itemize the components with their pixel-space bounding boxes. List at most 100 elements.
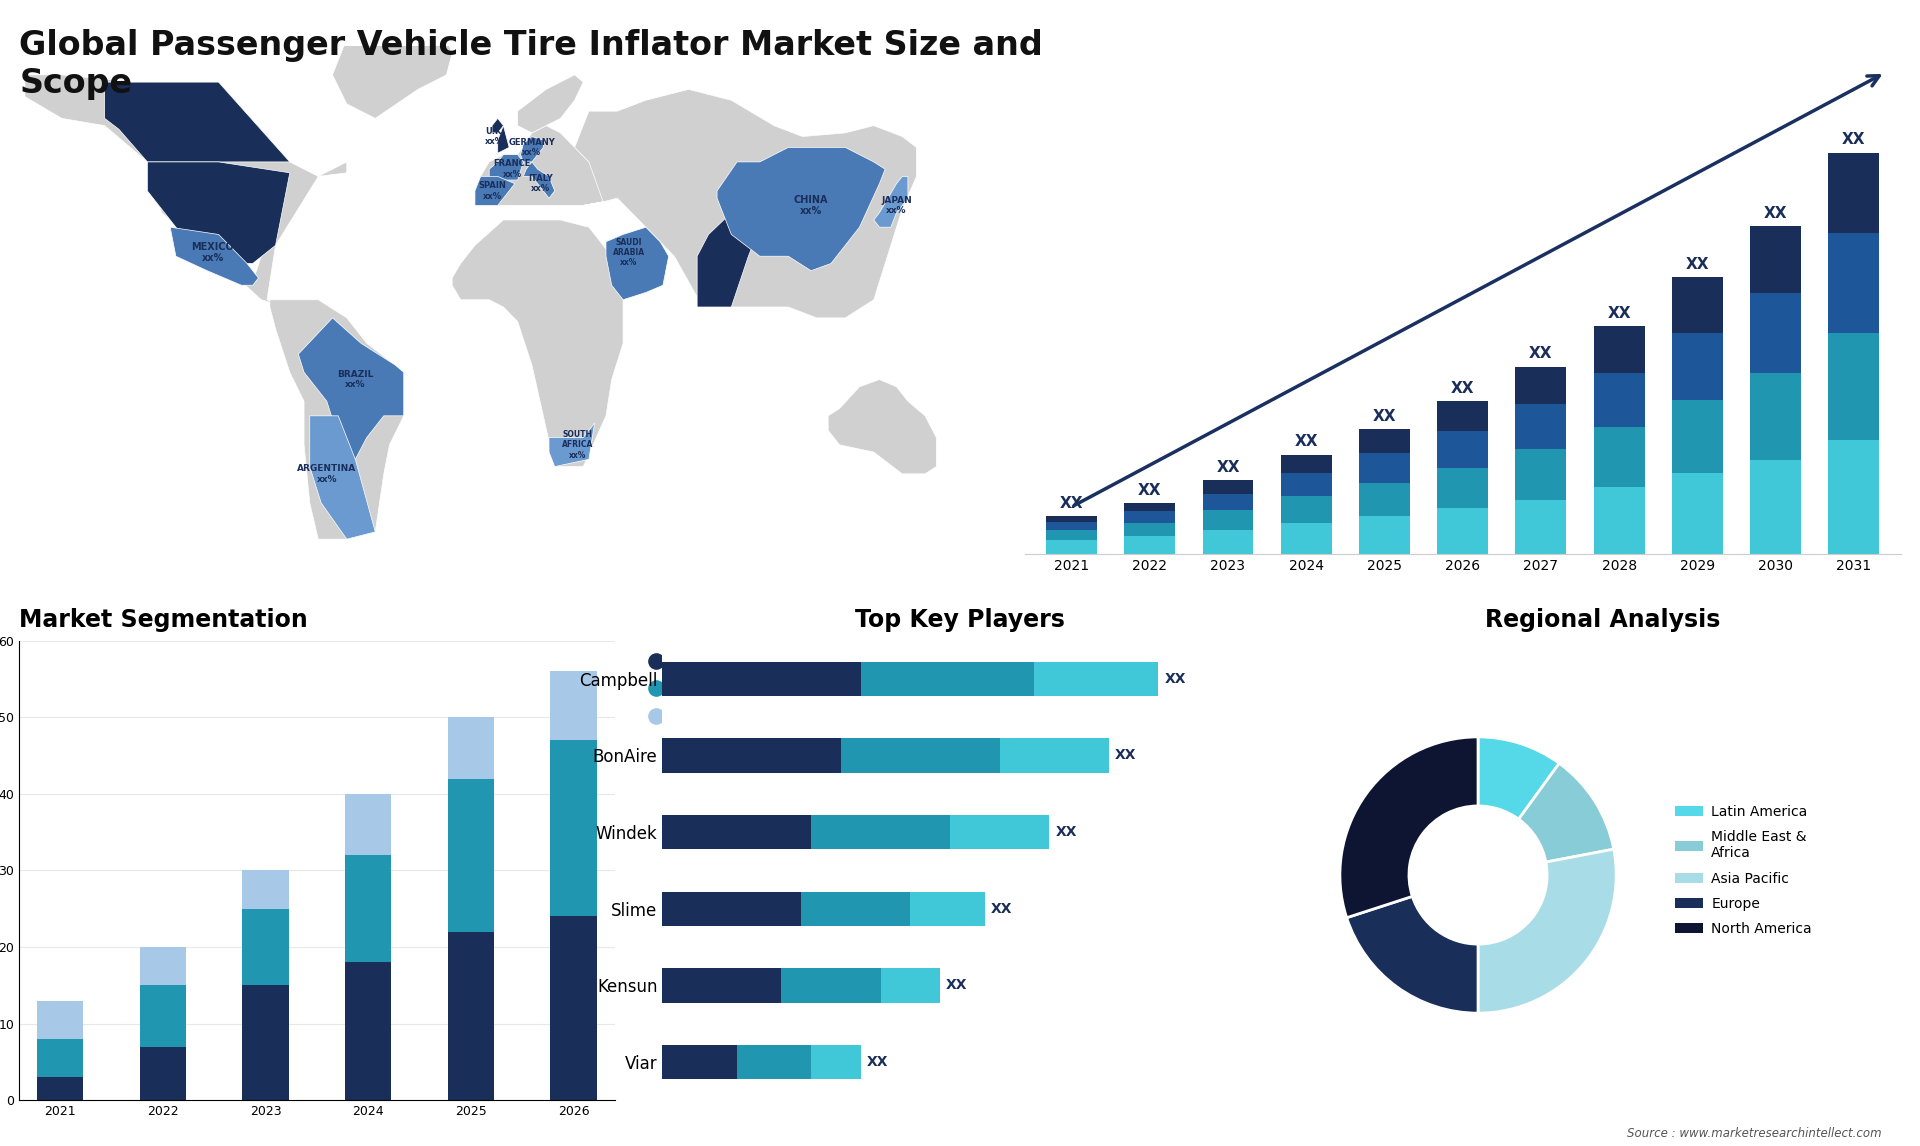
Bar <box>36 1077 83 1100</box>
Text: XX: XX <box>1294 434 1317 449</box>
Text: MARKET
RESEARCH
INTELLECT: MARKET RESEARCH INTELLECT <box>1757 60 1820 94</box>
Bar <box>1438 401 1488 431</box>
Title: Regional Analysis: Regional Analysis <box>1486 607 1720 631</box>
Bar <box>841 738 1000 772</box>
Polygon shape <box>520 136 543 162</box>
Bar <box>140 986 186 1046</box>
Text: XX: XX <box>1060 496 1083 511</box>
Text: MEXICO
xx%: MEXICO xx% <box>192 242 234 264</box>
Polygon shape <box>171 227 259 285</box>
Bar <box>1828 152 1880 233</box>
Bar <box>551 917 597 1100</box>
Text: XX: XX <box>1215 460 1240 474</box>
Bar <box>1202 480 1254 494</box>
Polygon shape <box>549 423 595 466</box>
Bar <box>1438 468 1488 508</box>
Polygon shape <box>607 227 668 300</box>
Polygon shape <box>106 83 290 162</box>
Bar <box>1281 523 1332 554</box>
Polygon shape <box>490 155 524 180</box>
Bar <box>1594 426 1645 487</box>
Polygon shape <box>271 300 403 539</box>
Text: ITALY
xx%: ITALY xx% <box>528 174 553 194</box>
Bar <box>140 1046 186 1100</box>
Bar <box>1281 496 1332 523</box>
Bar <box>1515 405 1567 449</box>
Bar <box>662 738 841 772</box>
Bar <box>1594 374 1645 426</box>
Bar <box>346 963 392 1100</box>
Polygon shape <box>474 126 612 205</box>
Polygon shape <box>492 118 503 133</box>
Bar <box>447 778 493 932</box>
Bar <box>1515 500 1567 554</box>
Text: XX: XX <box>1607 306 1630 321</box>
Text: JAPAN
xx%: JAPAN xx% <box>881 196 912 215</box>
Text: XX: XX <box>1139 482 1162 497</box>
Text: ARGENTINA
xx%: ARGENTINA xx% <box>298 464 357 484</box>
Text: XX: XX <box>991 902 1012 916</box>
Text: U.K.
xx%: U.K. xx% <box>486 127 505 147</box>
Text: SOUTH
AFRICA
xx%: SOUTH AFRICA xx% <box>563 430 593 460</box>
Bar <box>1202 494 1254 510</box>
Polygon shape <box>607 227 668 300</box>
Polygon shape <box>474 176 515 205</box>
Bar <box>1672 400 1722 473</box>
Bar <box>1125 523 1175 536</box>
Bar <box>662 661 860 696</box>
Bar <box>346 855 392 963</box>
Text: XX: XX <box>1452 380 1475 397</box>
Bar <box>662 892 801 926</box>
Polygon shape <box>716 148 885 270</box>
Bar <box>810 815 950 849</box>
Polygon shape <box>453 220 624 466</box>
Text: GERMANY
xx%: GERMANY xx% <box>509 138 555 157</box>
Text: INDIA
xx%: INDIA xx% <box>716 253 745 273</box>
Bar <box>1359 516 1409 554</box>
Text: CANADA
xx%: CANADA xx% <box>175 108 223 129</box>
Bar <box>1202 510 1254 529</box>
Text: Global Passenger Vehicle Tire Inflator Market Size and
Scope: Global Passenger Vehicle Tire Inflator M… <box>19 29 1043 100</box>
Bar <box>551 672 597 740</box>
Bar <box>1046 540 1096 554</box>
Polygon shape <box>574 89 916 317</box>
Bar <box>881 968 941 1003</box>
Bar <box>1046 529 1096 540</box>
Text: Source : www.marketresearchintellect.com: Source : www.marketresearchintellect.com <box>1626 1128 1882 1140</box>
Bar <box>1125 511 1175 523</box>
Polygon shape <box>697 213 755 307</box>
Bar <box>447 932 493 1100</box>
Bar <box>242 986 288 1100</box>
Bar <box>36 1000 83 1039</box>
Bar <box>810 1045 860 1080</box>
Bar <box>1828 440 1880 554</box>
Text: CHINA
xx%: CHINA xx% <box>793 195 828 217</box>
Legend: Type, Application, Geography: Type, Application, Geography <box>634 649 770 730</box>
Text: XX: XX <box>1373 409 1396 424</box>
Bar <box>447 717 493 778</box>
Text: XX: XX <box>947 979 968 992</box>
Bar <box>1672 277 1722 333</box>
Bar <box>662 968 781 1003</box>
Bar <box>140 947 186 986</box>
Bar <box>1359 454 1409 482</box>
Text: BRAZIL
xx%: BRAZIL xx% <box>338 370 374 390</box>
Polygon shape <box>148 162 290 264</box>
Polygon shape <box>1617 37 1736 84</box>
Bar <box>1751 226 1801 293</box>
Polygon shape <box>309 416 374 539</box>
Bar <box>1035 661 1158 696</box>
Bar <box>1046 521 1096 529</box>
Bar <box>1046 516 1096 521</box>
Polygon shape <box>874 176 908 227</box>
Text: SPAIN
xx%: SPAIN xx% <box>478 181 507 201</box>
Bar <box>1672 333 1722 400</box>
Legend: Latin America, Middle East &
Africa, Asia Pacific, Europe, North America: Latin America, Middle East & Africa, Asi… <box>1670 800 1818 941</box>
Polygon shape <box>518 74 584 133</box>
Bar <box>1515 367 1567 405</box>
Bar <box>1125 503 1175 511</box>
Bar <box>662 1045 737 1080</box>
Bar <box>1202 529 1254 554</box>
Bar <box>801 892 910 926</box>
Bar <box>1359 482 1409 516</box>
